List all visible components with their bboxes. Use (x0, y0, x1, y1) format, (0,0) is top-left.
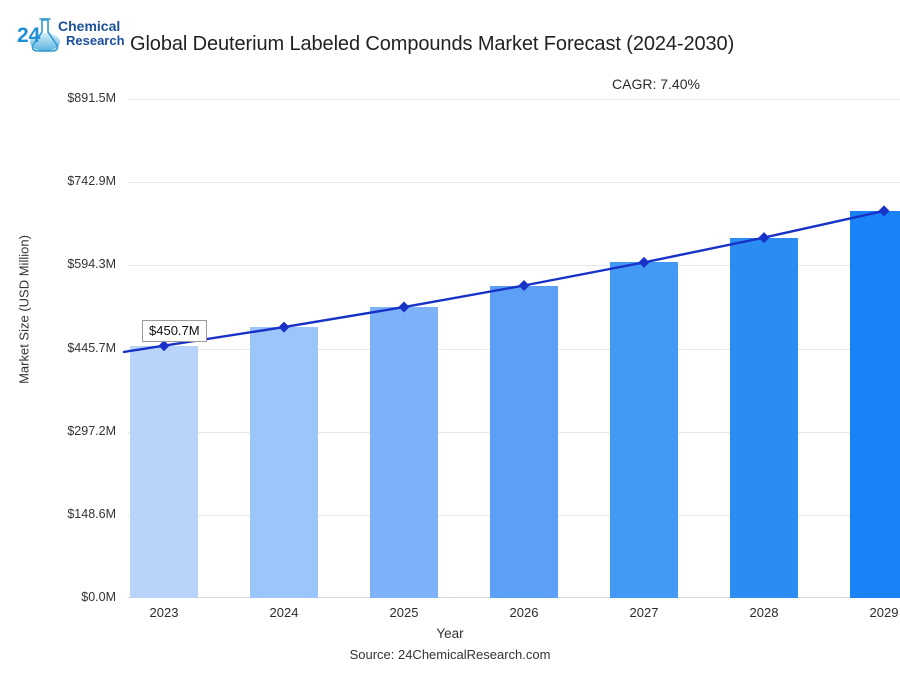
bar-2025[interactable] (370, 307, 438, 598)
chart-title: Global Deuterium Labeled Compounds Marke… (130, 33, 735, 55)
bar-2028[interactable] (730, 237, 798, 598)
y-axis-tick-label: $0.0M (81, 590, 116, 604)
x-axis-tick-label-2027: 2027 (629, 605, 659, 620)
cagr-annotation: CAGR: 7.40% (612, 76, 700, 92)
y-axis-tick-label: $891.5M (67, 91, 116, 105)
y-axis-tick-label: $445.7M (67, 340, 116, 355)
logo-icon: 24 Chemical Research (17, 18, 125, 52)
source-note: Source: 24ChemicalResearch.com (349, 647, 551, 662)
plot-area (122, 99, 900, 598)
y-axis-tick-label: $297.2M (67, 423, 116, 438)
logo-text-chemical: Chemical (58, 18, 120, 34)
bar-2027[interactable] (610, 262, 678, 598)
bar-2023[interactable] (130, 345, 198, 598)
logo-number: 24 (17, 24, 41, 47)
x-axis-tick-label-2024: 2024 (269, 605, 299, 620)
y-axis-tick-label: $148.6M (67, 506, 116, 521)
x-axis-tick-label-2026: 2026 (509, 605, 539, 620)
bar-2024[interactable] (250, 327, 318, 598)
y-axis-tick-label: $594.3M (67, 257, 116, 272)
x-axis-title: Year (436, 626, 464, 641)
data-label-2023: $450.7M (142, 319, 207, 342)
x-axis-tick-label-2025: 2025 (389, 605, 419, 620)
brand-logo: 24 Chemical Research (16, 12, 128, 58)
y-axis-title: Market Size (USD Million) (16, 235, 32, 384)
gridline (128, 99, 900, 100)
x-axis-tick-label-2029: 2029 (869, 605, 899, 620)
logo-text-research: Research (66, 33, 125, 48)
x-axis-tick-label-2023: 2023 (149, 605, 179, 620)
bar-2026[interactable] (490, 285, 558, 598)
gridline (128, 182, 900, 184)
y-axis-tick-label: $742.9M (67, 174, 116, 189)
x-axis-tick-label-2028: 2028 (749, 605, 779, 620)
bar-2029[interactable] (850, 210, 900, 598)
